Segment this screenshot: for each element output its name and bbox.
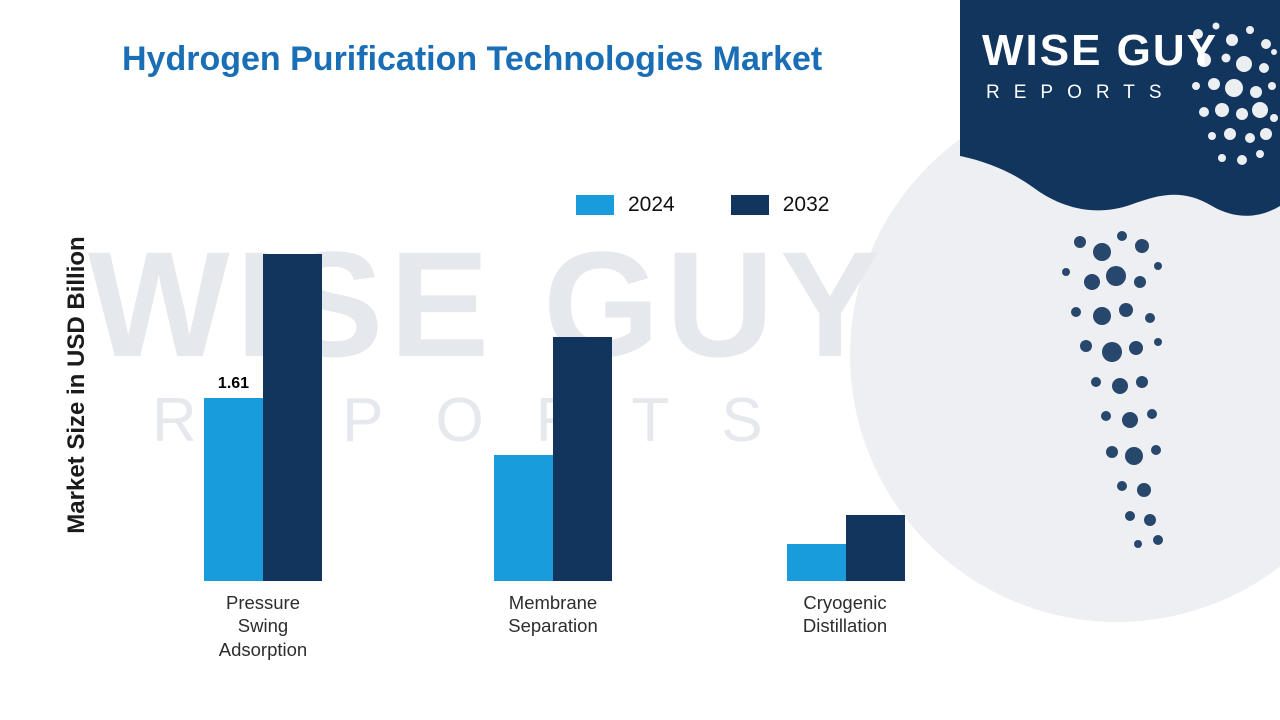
bar-2032-0 [263, 254, 322, 581]
legend: 2024 2032 [576, 193, 829, 217]
brand-name: WISE GUY [982, 26, 1219, 75]
legend-swatch-2032 [730, 195, 769, 215]
brand-logo: WISE GUY REPORTS [960, 0, 1280, 240]
bar-value-label: 1.61 [217, 375, 250, 393]
logo-head-dots [1062, 231, 1163, 548]
logo-background-shape [960, 0, 1280, 216]
chart-title: Hydrogen Purification Technologies Marke… [122, 40, 823, 78]
bar-2024-2 [787, 544, 846, 581]
legend-swatch-2024 [576, 195, 614, 215]
category-label-membrane-separation: Membrane Separation [508, 592, 598, 637]
bar-2024-1 [494, 455, 553, 581]
category-label-cryogenic-distillation: Cryogenic Distillation [802, 592, 888, 637]
logo-dot-sphere [1192, 22, 1278, 165]
bar-2032-2 [846, 515, 905, 581]
legend-label-2024: 2024 [628, 193, 675, 216]
bar-2024-0 [204, 398, 263, 581]
watermark-brand-text: WISE GUY [88, 220, 887, 388]
legend-label-2032: 2032 [782, 193, 830, 216]
category-label-pressure-swing-adsorption: Pressure Swing Adsorption [218, 592, 308, 660]
brand-subtitle: REPORTS [986, 82, 1176, 103]
bar-2032-1 [553, 337, 612, 581]
